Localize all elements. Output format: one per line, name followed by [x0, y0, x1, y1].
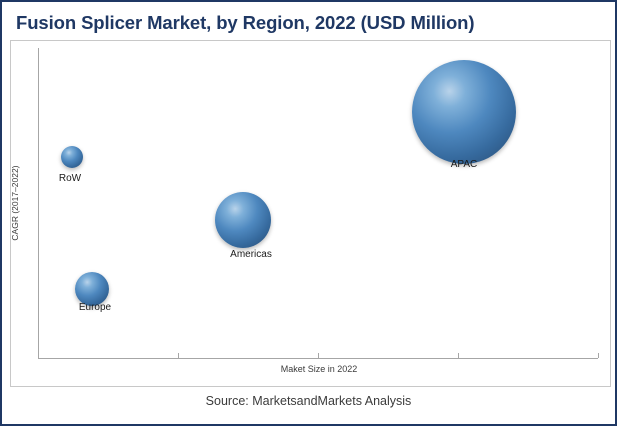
bubble-apac[interactable]	[412, 60, 516, 164]
bubble-americas[interactable]	[215, 192, 271, 248]
x-axis-tick-1	[178, 353, 179, 358]
bubble-label-europe: Europe	[78, 302, 112, 313]
bubble-label-row: RoW	[58, 173, 82, 184]
bubble-label-apac: APAC	[450, 159, 478, 170]
y-axis-title: CAGR (2017–2022)	[10, 165, 20, 241]
bubble-europe[interactable]	[75, 272, 109, 306]
bubble-row[interactable]	[61, 146, 83, 168]
source-caption: Source: MarketsandMarkets Analysis	[205, 394, 412, 408]
x-axis-tick-2	[318, 353, 319, 358]
x-axis-tick-4	[598, 353, 599, 358]
x-axis-title: Maket Size in 2022	[280, 364, 358, 374]
x-axis-tick-3	[458, 353, 459, 358]
y-axis-line	[38, 48, 39, 358]
chart-title: Fusion Splicer Market, by Region, 2022 (…	[16, 12, 475, 33]
x-axis-line	[38, 358, 598, 359]
chart-plot-frame	[10, 40, 611, 387]
x-axis-tick-0	[38, 353, 39, 358]
bubble-label-americas: Americas	[230, 249, 272, 260]
